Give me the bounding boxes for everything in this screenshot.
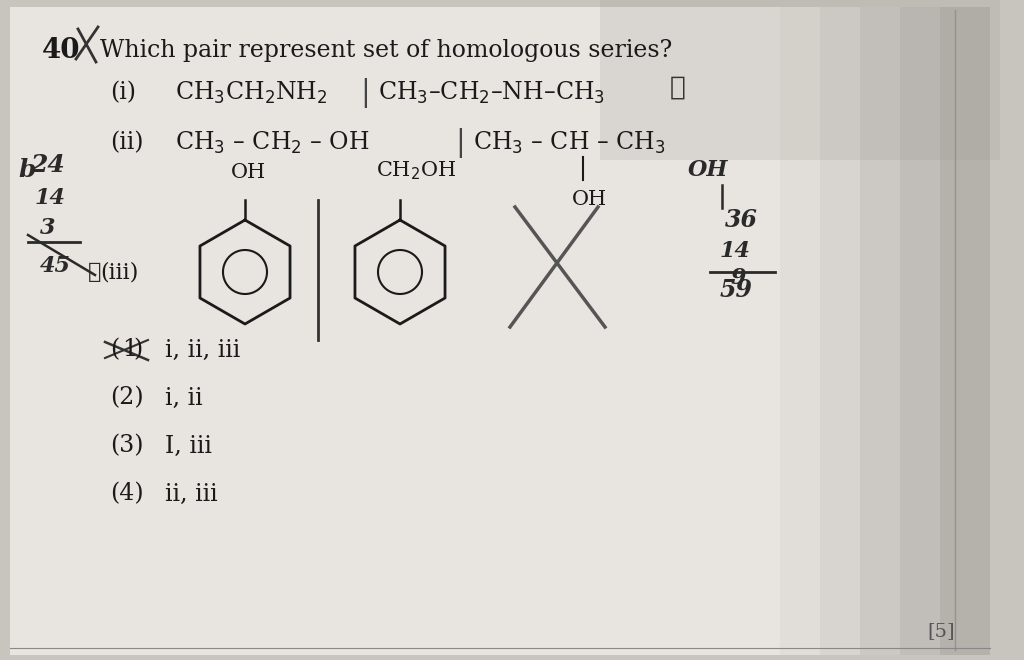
Text: 59: 59 [720, 278, 753, 302]
FancyBboxPatch shape [10, 7, 990, 655]
Text: 14: 14 [35, 187, 66, 209]
Text: OH: OH [231, 163, 266, 182]
Text: CH$_3$ – CH – CH$_3$: CH$_3$ – CH – CH$_3$ [473, 130, 666, 156]
Text: I, iii: I, iii [165, 434, 212, 457]
Text: i, ii, iii: i, ii, iii [165, 339, 241, 362]
Text: b: b [18, 158, 36, 182]
Text: OH: OH [572, 190, 607, 209]
Text: 3: 3 [40, 217, 55, 239]
FancyBboxPatch shape [820, 7, 990, 655]
Text: (2): (2) [110, 387, 143, 409]
Text: ii, iii: ii, iii [165, 482, 218, 506]
FancyBboxPatch shape [780, 7, 990, 655]
Text: |: | [455, 128, 465, 158]
Text: (ii): (ii) [110, 131, 143, 154]
Text: ✓: ✓ [670, 75, 686, 100]
Text: 14: 14 [720, 240, 751, 262]
Text: (: ( [110, 339, 119, 362]
Text: CH$_3$ – CH$_2$ – OH: CH$_3$ – CH$_2$ – OH [175, 130, 370, 156]
Text: CH$_2$OH: CH$_2$OH [376, 160, 457, 182]
Text: 36: 36 [725, 208, 758, 232]
Text: (iii): (iii) [100, 261, 138, 283]
Text: ✓: ✓ [88, 261, 101, 283]
Text: 24: 24 [30, 153, 65, 177]
Text: (i): (i) [110, 81, 136, 104]
Text: 40: 40 [42, 36, 81, 63]
Text: [5]: [5] [928, 622, 955, 640]
Text: Which pair represent set of homologous series?: Which pair represent set of homologous s… [100, 38, 672, 61]
FancyBboxPatch shape [900, 7, 990, 655]
Text: ): ) [133, 339, 142, 362]
FancyBboxPatch shape [600, 0, 1000, 160]
FancyBboxPatch shape [940, 7, 990, 655]
Text: CH$_3$–CH$_2$–NH–CH$_3$: CH$_3$–CH$_2$–NH–CH$_3$ [378, 80, 605, 106]
Text: i, ii: i, ii [165, 387, 203, 409]
Text: (4): (4) [110, 482, 143, 506]
Text: 45: 45 [40, 255, 71, 277]
Text: (3): (3) [110, 434, 143, 457]
Text: 9: 9 [730, 267, 745, 289]
Text: CH$_3$CH$_2$NH$_2$: CH$_3$CH$_2$NH$_2$ [175, 80, 328, 106]
Text: OH: OH [688, 159, 728, 181]
Text: |: | [360, 78, 370, 108]
FancyBboxPatch shape [860, 7, 990, 655]
Text: 1: 1 [122, 339, 137, 362]
